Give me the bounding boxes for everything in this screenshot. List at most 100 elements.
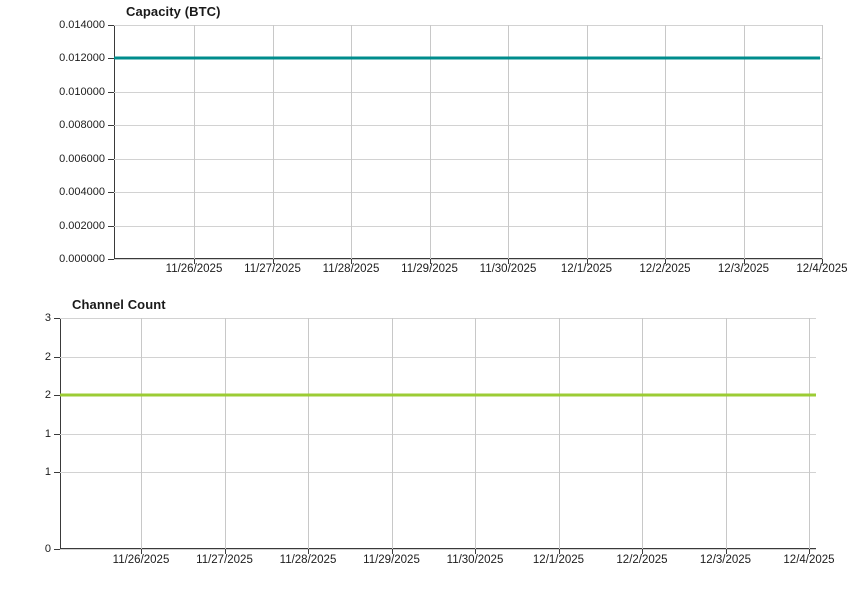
x-axis-tick <box>586 259 588 264</box>
gridline-vertical <box>429 25 431 259</box>
y-axis-tick <box>108 192 114 194</box>
gridline-vertical <box>508 25 509 259</box>
y-axis-label: 2 <box>44 350 51 363</box>
gridline-horizontal <box>114 158 822 160</box>
gridline-horizontal <box>60 318 816 319</box>
y-axis-label: 0 <box>44 543 51 555</box>
x-axis-tick <box>351 259 352 264</box>
x-axis-tick <box>141 549 142 554</box>
x-axis-tick <box>224 549 226 554</box>
channel-count-chart-title: Channel Count <box>72 297 166 312</box>
gridline-vertical <box>391 318 393 549</box>
y-axis-tick <box>108 25 114 26</box>
x-axis-label: 12/3/2025 <box>717 263 770 275</box>
gridline-horizontal <box>60 433 816 435</box>
gridline-vertical <box>586 25 588 259</box>
gridline-vertical <box>194 25 195 259</box>
x-axis-label: 12/3/2025 <box>699 554 752 566</box>
x-axis-label: 12/4/2025 <box>796 263 848 275</box>
x-axis-tick <box>743 259 745 264</box>
y-axis-tick <box>108 91 114 93</box>
x-axis-label: 11/29/2025 <box>363 554 420 566</box>
x-axis-tick <box>391 549 393 554</box>
x-axis-tick <box>429 259 431 264</box>
y-axis-label: 1 <box>44 427 51 440</box>
channel-count-chart-panel: Channel Count 3 2 2 1 1 0 11/26/2025 11/27/2025… <box>0 290 860 600</box>
gridline-vertical <box>743 25 745 259</box>
channel-count-plot-area: 3 2 2 1 1 0 11/26/2025 11/27/2025 11/28/2025 11/2… <box>45 312 835 566</box>
gridline-horizontal <box>60 356 816 358</box>
y-axis-label: 2 <box>44 389 51 401</box>
y-axis-tick <box>54 356 60 358</box>
gridline-horizontal <box>114 125 822 127</box>
x-axis-label: 12/4/2025 <box>783 554 835 566</box>
y-axis-label: 0.012000 <box>59 52 105 65</box>
capacity-x-axis <box>114 258 822 259</box>
x-axis-label: 11/26/2025 <box>165 263 223 275</box>
gridline-horizontal <box>114 259 822 260</box>
y-axis-label: 3 <box>44 312 51 324</box>
y-axis-tick <box>108 125 114 127</box>
y-axis-tick <box>54 433 60 435</box>
channel-count-x-axis <box>60 548 816 549</box>
x-axis-tick <box>642 549 643 554</box>
x-axis-label: 11/28/2025 <box>322 263 380 275</box>
capacity-y-axis <box>114 25 115 259</box>
gridline-vertical <box>351 25 352 259</box>
gridline-vertical <box>822 25 823 259</box>
x-axis-tick <box>725 549 727 554</box>
gridline-horizontal <box>114 192 822 194</box>
gridline-horizontal <box>114 25 822 26</box>
gridline-vertical <box>308 318 309 549</box>
x-axis-label: 11/29/2025 <box>401 263 458 275</box>
x-axis-tick <box>665 259 666 264</box>
series-line-capacity <box>114 56 820 60</box>
x-axis-label: 11/27/2025 <box>196 554 253 566</box>
x-axis-tick <box>822 259 823 264</box>
gridline-horizontal <box>114 225 822 227</box>
gridline-vertical <box>725 318 727 549</box>
x-axis-label: 12/1/2025 <box>560 263 613 275</box>
gridline-vertical <box>558 318 560 549</box>
gridline-vertical <box>809 318 810 549</box>
x-axis-label: 11/26/2025 <box>112 554 170 566</box>
x-axis-tick <box>194 259 195 264</box>
y-axis-label: 0.004000 <box>59 186 105 199</box>
gridline-horizontal <box>60 549 816 550</box>
series-line-channels <box>60 393 816 397</box>
gridline-vertical <box>665 25 666 259</box>
x-axis-label: 11/27/2025 <box>244 263 301 275</box>
y-axis-tick <box>108 259 114 260</box>
y-axis-tick <box>54 318 60 319</box>
gridline-vertical <box>475 318 476 549</box>
y-axis-label: 0.002000 <box>59 219 105 232</box>
x-axis-tick <box>809 549 810 554</box>
y-axis-tick <box>54 472 60 473</box>
y-axis-tick <box>54 549 60 550</box>
gridline-vertical <box>141 318 142 549</box>
y-axis-tick <box>54 395 60 396</box>
x-axis-tick <box>272 259 274 264</box>
x-axis-tick <box>558 549 560 554</box>
y-axis-label: 1 <box>44 466 51 478</box>
gridline-vertical <box>642 318 643 549</box>
capacity-chart-title: Capacity (BTC) <box>126 4 221 19</box>
y-axis-label: 0.000000 <box>59 253 105 265</box>
x-axis-label: 12/1/2025 <box>532 554 585 566</box>
gridline-horizontal <box>114 91 822 93</box>
capacity-chart-panel: Capacity (BTC) 0.014000 0.012000 0.010000 0… <box>0 0 860 290</box>
y-axis-tick <box>108 225 114 227</box>
gridline-horizontal <box>60 472 816 473</box>
x-axis-label: 12/2/2025 <box>639 263 691 275</box>
x-axis-label: 11/30/2025 <box>479 263 537 275</box>
y-axis-label: 0.006000 <box>59 152 105 165</box>
y-axis-label: 0.008000 <box>59 119 105 132</box>
y-axis-label: 0.014000 <box>59 19 105 31</box>
y-axis-label: 0.010000 <box>59 85 105 98</box>
x-axis-label: 11/30/2025 <box>446 554 504 566</box>
x-axis-tick <box>308 549 309 554</box>
gridline-vertical <box>272 25 274 259</box>
x-axis-tick <box>475 549 476 554</box>
capacity-plot-area: 0.014000 0.012000 0.010000 0.008000 0.006000… <box>59 19 847 275</box>
x-axis-label: 11/28/2025 <box>279 554 337 566</box>
